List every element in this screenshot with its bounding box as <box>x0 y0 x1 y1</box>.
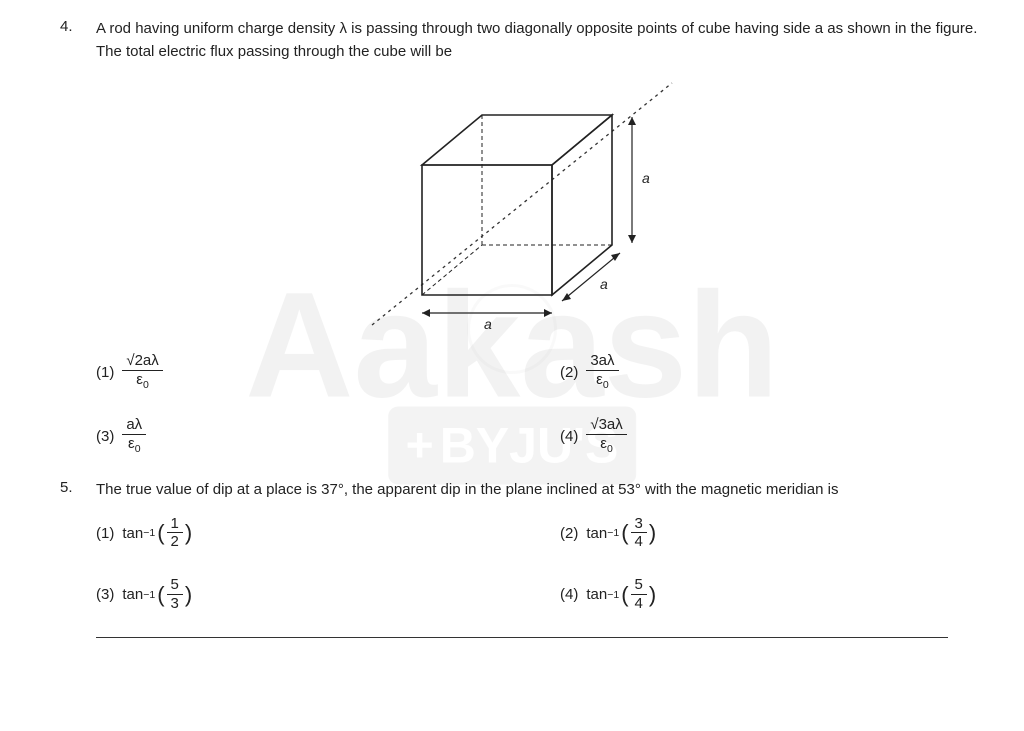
fraction-numerator: 5 <box>167 577 183 595</box>
fraction-denominator: ε <box>596 371 603 388</box>
fraction-numerator: √3aλ <box>586 417 626 435</box>
fraction-den-sub: 0 <box>607 443 613 455</box>
q4-option-2: (2) 3aλ ε0 <box>560 353 984 391</box>
fraction-numerator: 3aλ <box>586 353 618 371</box>
question-number: 4. <box>60 18 96 35</box>
q5-option-1: (1) tan−1 ( 1 2 ) <box>96 516 520 552</box>
fraction-denominator: ε <box>600 435 607 452</box>
q4-options: (1) √2aλ ε0 (2) 3aλ ε0 (3) aλ ε0 <box>96 353 984 455</box>
fraction-den-sub: 0 <box>135 443 141 455</box>
fraction-numerator: √2aλ <box>122 353 162 371</box>
option-label: (2) <box>560 364 578 381</box>
q5-option-4: (4) tan−1 ( 5 4 ) <box>560 577 984 613</box>
option-label: (2) <box>560 525 578 542</box>
label-side-a-depth: a <box>600 276 608 292</box>
option-label: (1) <box>96 525 114 542</box>
q4-option-4: (4) √3aλ ε0 <box>560 417 984 455</box>
func-prefix: tan <box>586 525 607 542</box>
fraction-den-sub: 0 <box>603 379 609 391</box>
question-4: 4. A rod having uniform charge density λ… <box>60 18 984 63</box>
figure-cube: a a a <box>60 75 984 335</box>
fraction-den-sub: 0 <box>143 379 149 391</box>
question-text: The true value of dip at a place is 37°,… <box>96 479 838 502</box>
func-sup: −1 <box>143 527 155 539</box>
func-sup: −1 <box>607 527 619 539</box>
option-label: (4) <box>560 586 578 603</box>
label-side-a-vertical: a <box>642 170 650 186</box>
fraction-numerator: 5 <box>631 577 647 595</box>
func-prefix: tan <box>122 586 143 603</box>
fraction-numerator: 3 <box>631 516 647 534</box>
fraction-denominator: ε <box>128 435 135 452</box>
question-text: A rod having uniform charge density λ is… <box>96 18 984 63</box>
fraction-numerator: aλ <box>122 417 146 435</box>
cube-svg: a a a <box>362 75 682 335</box>
option-label: (1) <box>96 364 114 381</box>
option-label: (3) <box>96 586 114 603</box>
fraction-denominator: 3 <box>167 595 183 613</box>
func-prefix: tan <box>122 525 143 542</box>
fraction-denominator: ε <box>136 371 143 388</box>
q5-options: (1) tan−1 ( 1 2 ) (2) tan−1 ( 3 4 ) <box>96 516 984 613</box>
question-5: 5. The true value of dip at a place is 3… <box>60 479 984 502</box>
func-prefix: tan <box>586 586 607 603</box>
func-sup: −1 <box>607 589 619 601</box>
label-side-a-bottom: a <box>484 316 492 332</box>
option-label: (3) <box>96 428 114 445</box>
q5-option-2: (2) tan−1 ( 3 4 ) <box>560 516 984 552</box>
fraction-denominator: 4 <box>631 533 647 551</box>
q4-option-1: (1) √2aλ ε0 <box>96 353 520 391</box>
divider <box>96 637 948 638</box>
question-number: 5. <box>60 479 96 496</box>
fraction-denominator: 4 <box>631 595 647 613</box>
q5-option-3: (3) tan−1 ( 5 3 ) <box>96 577 520 613</box>
fraction-numerator: 1 <box>167 516 183 534</box>
func-sup: −1 <box>143 589 155 601</box>
fraction-denominator: 2 <box>167 533 183 551</box>
q4-option-3: (3) aλ ε0 <box>96 417 520 455</box>
option-label: (4) <box>560 428 578 445</box>
